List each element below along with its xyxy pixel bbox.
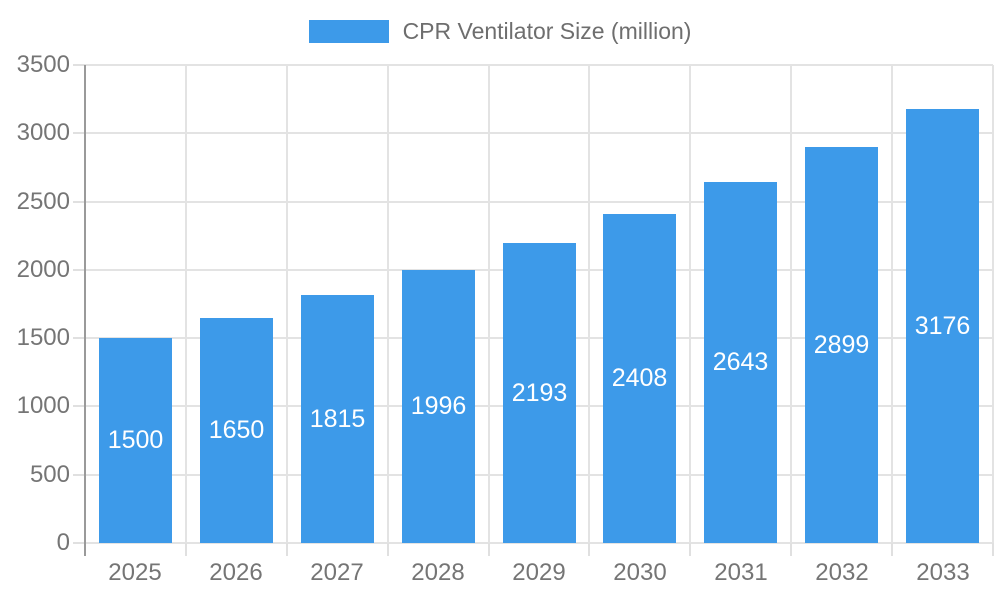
x-axis-label: 2028 xyxy=(411,559,465,586)
bar-value-label: 1815 xyxy=(309,404,366,433)
y-axis-label: 3000 xyxy=(16,119,70,146)
legend-label: CPR Ventilator Size (million) xyxy=(402,18,692,44)
bar xyxy=(503,243,576,543)
gridline-vertical xyxy=(588,65,590,543)
y-axis-tick xyxy=(73,64,85,66)
bar-value-label: 1500 xyxy=(107,426,164,454)
legend-swatch xyxy=(308,20,389,43)
bar-value-label: 2643 xyxy=(712,348,769,376)
x-axis-label: 2029 xyxy=(512,559,566,586)
gridline-vertical xyxy=(992,65,994,543)
bar xyxy=(99,338,172,543)
bar xyxy=(906,109,979,543)
x-axis-label: 2030 xyxy=(613,559,667,586)
y-axis-label: 500 xyxy=(29,461,70,488)
y-axis-label: 0 xyxy=(56,529,70,556)
x-axis-tick xyxy=(689,543,691,556)
gridline-horizontal xyxy=(85,132,993,134)
bar xyxy=(301,295,374,543)
x-axis-label: 2027 xyxy=(310,559,364,586)
x-axis-tick xyxy=(588,543,590,556)
legend: CPR Ventilator Size (million) xyxy=(0,18,1000,45)
y-axis-tick xyxy=(73,201,85,203)
y-axis-tick xyxy=(73,405,85,407)
gridline-vertical xyxy=(790,65,792,543)
x-axis-tick xyxy=(286,543,288,556)
y-axis-label: 1500 xyxy=(16,324,70,351)
x-axis-label: 2031 xyxy=(714,559,768,586)
bar-value-label: 2193 xyxy=(511,378,568,407)
x-axis-label: 2026 xyxy=(209,559,263,586)
gridline-horizontal xyxy=(85,542,993,544)
gridline-vertical xyxy=(891,65,893,543)
gridline-vertical xyxy=(488,65,490,543)
x-axis-label: 2032 xyxy=(815,559,869,586)
gridline-vertical xyxy=(689,65,691,543)
y-axis-tick xyxy=(73,474,85,476)
gridline-vertical xyxy=(387,65,389,543)
bar-value-label: 2899 xyxy=(813,330,870,359)
x-axis-tick xyxy=(891,543,893,556)
y-axis-label: 2500 xyxy=(16,188,70,215)
y-axis-line xyxy=(84,65,86,556)
y-axis-tick xyxy=(73,542,85,544)
bar-value-label: 2408 xyxy=(611,364,668,392)
bar xyxy=(402,270,475,543)
x-axis-tick xyxy=(992,543,994,556)
bar-value-label: 1650 xyxy=(208,416,265,444)
x-axis-label: 2033 xyxy=(916,559,970,586)
bar xyxy=(200,318,273,543)
gridline-vertical xyxy=(185,65,187,543)
y-axis-label: 1000 xyxy=(16,392,70,419)
gridline-horizontal xyxy=(85,64,993,66)
bar-value-label: 3176 xyxy=(914,311,971,340)
y-axis-tick xyxy=(73,132,85,134)
bar-value-label: 1996 xyxy=(410,392,467,420)
y-axis-tick xyxy=(73,269,85,271)
y-axis-label: 3500 xyxy=(16,51,70,78)
y-axis-label: 2000 xyxy=(16,256,70,283)
x-axis-tick xyxy=(185,543,187,556)
x-axis-tick xyxy=(488,543,490,556)
bar xyxy=(704,182,777,543)
gridline-horizontal xyxy=(85,201,993,203)
bar xyxy=(603,214,676,543)
y-axis-tick xyxy=(73,337,85,339)
x-axis-tick xyxy=(790,543,792,556)
x-axis-label: 2025 xyxy=(108,559,162,586)
bar xyxy=(805,147,878,543)
gridline-vertical xyxy=(286,65,288,543)
x-axis-tick xyxy=(387,543,389,556)
